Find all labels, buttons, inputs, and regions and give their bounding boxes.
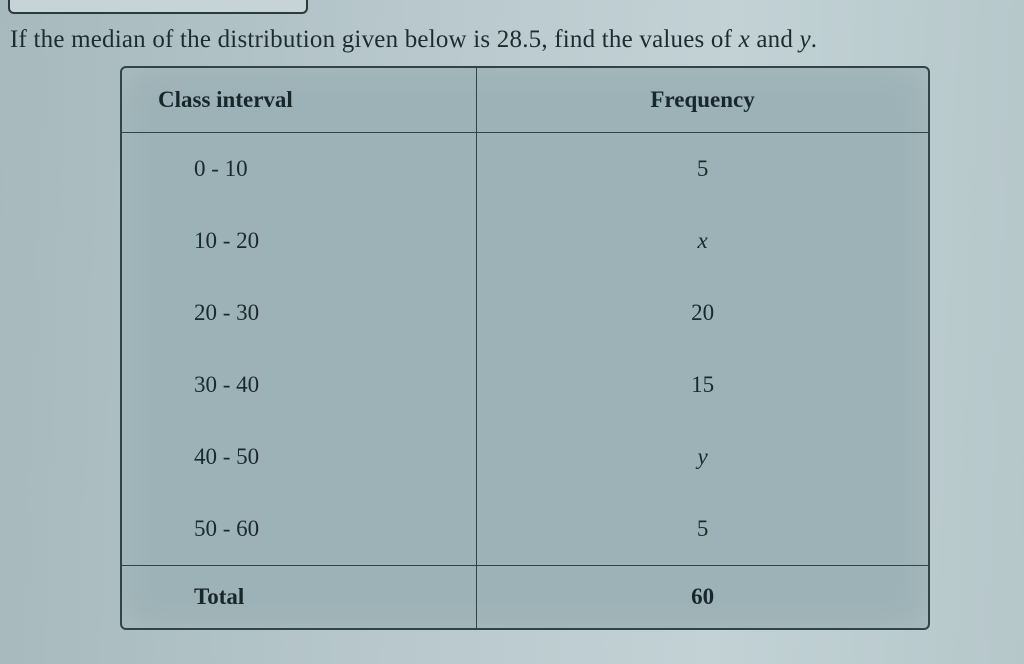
cell-frequency: x	[477, 205, 928, 277]
question-median: 28.5	[497, 26, 542, 53]
table-row: 0 - 10 5	[122, 133, 928, 206]
table-row: 20 - 30 20	[122, 277, 928, 349]
total-label: Total	[122, 566, 477, 629]
partial-box-edge	[8, 0, 308, 14]
table-header-row: Class interval Frequency	[122, 68, 928, 133]
question-text: If the median of the distribution given …	[10, 26, 1004, 54]
question-middle: , find the values of	[541, 26, 738, 53]
cell-frequency: 15	[477, 349, 928, 421]
page: If the median of the distribution given …	[0, 0, 1024, 664]
cell-interval: 40 - 50	[122, 421, 477, 493]
cell-interval: 20 - 30	[122, 277, 477, 349]
frequency-table: Class interval Frequency 0 - 10 5 10 - 2…	[120, 66, 930, 630]
table-row: 40 - 50 y	[122, 421, 928, 493]
header-frequency: Frequency	[477, 68, 928, 133]
table-row: 30 - 40 15	[122, 349, 928, 421]
cell-interval: 30 - 40	[122, 349, 477, 421]
header-class-interval: Class interval	[122, 68, 477, 133]
cell-frequency-var: y	[697, 444, 707, 469]
cell-frequency: y	[477, 421, 928, 493]
question-var-x: x	[739, 26, 750, 53]
question-prefix: If the median of the distribution given …	[10, 26, 497, 53]
cell-frequency: 5	[477, 493, 928, 566]
table-total-row: Total 60	[122, 566, 928, 629]
cell-interval: 10 - 20	[122, 205, 477, 277]
question-and: and	[750, 26, 800, 53]
question-var-y: y	[799, 26, 810, 53]
total-value: 60	[477, 566, 928, 629]
question-suffix: .	[811, 26, 817, 53]
table-row: 50 - 60 5	[122, 493, 928, 566]
cell-frequency: 5	[477, 133, 928, 206]
table: Class interval Frequency 0 - 10 5 10 - 2…	[122, 68, 928, 628]
cell-frequency-var: x	[697, 228, 707, 253]
table-row: 10 - 20 x	[122, 205, 928, 277]
cell-interval: 50 - 60	[122, 493, 477, 566]
cell-interval: 0 - 10	[122, 133, 477, 206]
cell-frequency: 20	[477, 277, 928, 349]
